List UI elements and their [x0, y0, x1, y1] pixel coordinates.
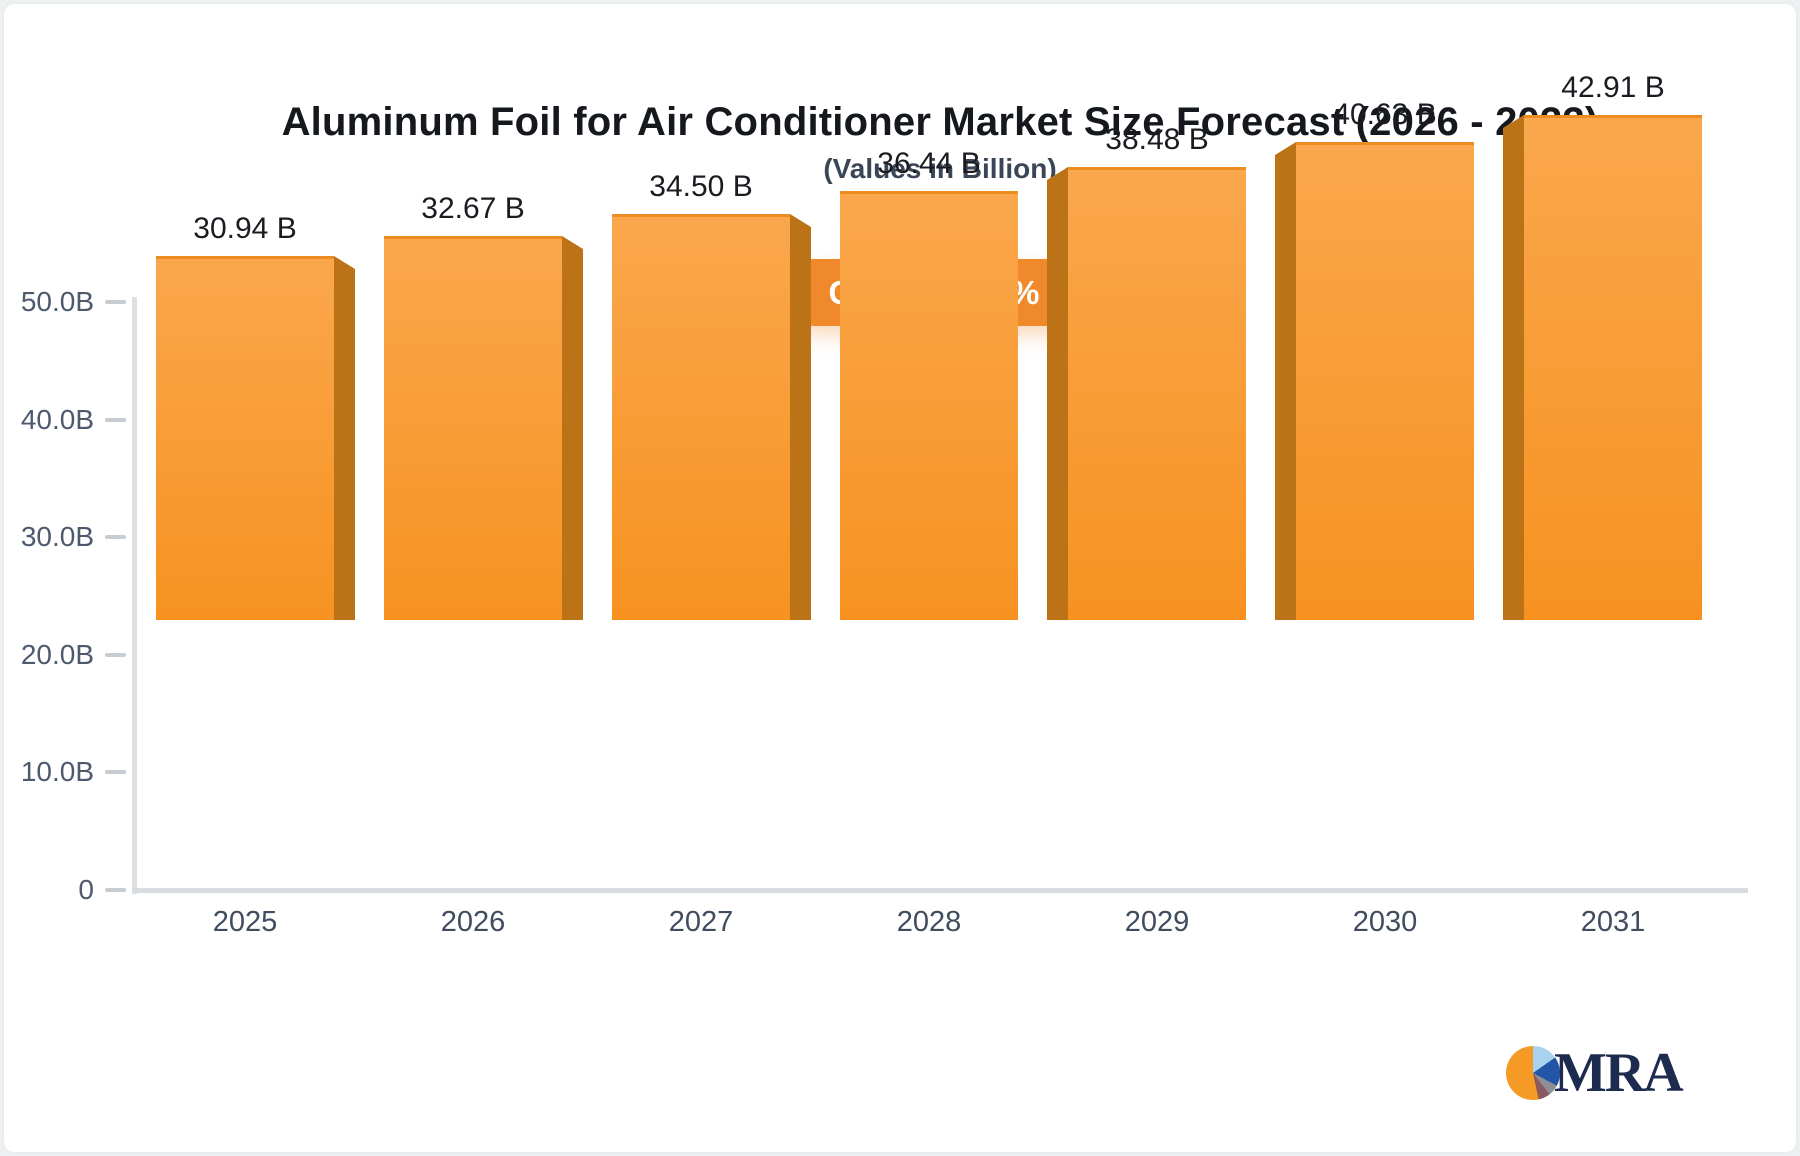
bar-face — [612, 214, 790, 620]
bar-side-face — [334, 256, 355, 620]
y-axis-tick — [105, 652, 126, 657]
bar-2031: 42.91 B — [1499, 4, 1727, 890]
pie-chart-icon — [1506, 1046, 1560, 1100]
bar-2025: 30.94 B — [131, 4, 359, 890]
x-axis-line — [132, 888, 1748, 893]
x-axis-label: 2031 — [1580, 906, 1646, 938]
y-axis-line — [132, 297, 137, 894]
bar-2029: 38.48 B — [1043, 4, 1271, 890]
y-axis-tick-label: 0 — [78, 874, 94, 905]
bar-face — [1524, 115, 1702, 620]
bar-2028: 36.44 B — [815, 4, 1043, 890]
bar-face — [156, 256, 334, 620]
bar-value-label: 36.44 B — [877, 147, 981, 180]
x-axis-label: 2027 — [668, 906, 734, 938]
bar-value-label: 38.48 B — [1105, 123, 1209, 156]
y-axis-tick — [105, 888, 126, 892]
x-axis-label: 2025 — [212, 906, 278, 938]
bar-side-face — [1503, 115, 1524, 620]
y-axis-tick — [105, 535, 126, 540]
bar-value-label: 32.67 B — [421, 192, 525, 225]
x-axis-label: 2028 — [896, 906, 962, 938]
y-axis-tick-label: 30.0B — [20, 521, 94, 553]
bar-2026: 32.67 B — [359, 4, 587, 890]
x-axis-label: 2026 — [440, 906, 506, 938]
chart-card: Aluminum Foil for Air Conditioner Market… — [4, 4, 1796, 1152]
bar-face — [1068, 167, 1246, 620]
y-axis-tick-label: 10.0B — [20, 756, 94, 788]
bar-2027: 34.50 B — [587, 4, 815, 890]
bar-face — [384, 236, 562, 620]
y-axis-tick — [105, 417, 126, 422]
bar-value-label: 34.50 B — [649, 170, 753, 203]
chart-title: Aluminum Foil for Air Conditioner Market… — [281, 100, 1599, 144]
brand-logo-text: MRA — [1554, 1042, 1684, 1104]
bar-value-label: 30.94 B — [193, 212, 297, 245]
x-axis-label: 2030 — [1352, 906, 1418, 938]
brand-logo: MRA — [1506, 1042, 1684, 1104]
bar-face — [1296, 142, 1474, 620]
bar-side-face — [1047, 167, 1068, 620]
bar-value-label: 42.91 B — [1561, 71, 1665, 104]
bar-2030: 40.63 B — [1271, 4, 1499, 890]
x-axis-label: 2029 — [1124, 906, 1190, 938]
y-axis-tick — [105, 300, 126, 304]
bar-face — [840, 191, 1018, 620]
bar-side-face — [1275, 142, 1296, 620]
y-axis-tick — [105, 770, 126, 775]
y-axis-tick-label: 40.0B — [20, 403, 94, 435]
y-axis-tick-label: 20.0B — [20, 638, 94, 670]
bar-side-face — [562, 236, 583, 620]
bar-value-label: 40.63 B — [1333, 98, 1437, 131]
chart-subtitle: (Values in Billion) — [823, 153, 1057, 184]
bar-side-face — [790, 214, 811, 620]
y-axis-tick-label: 50.0B — [20, 286, 94, 317]
